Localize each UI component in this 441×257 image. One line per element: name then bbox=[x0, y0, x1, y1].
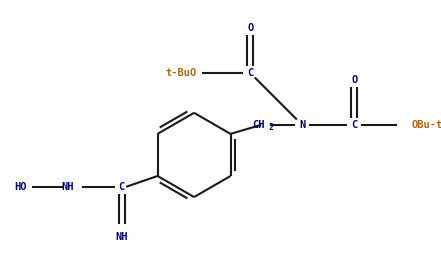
Text: NH: NH bbox=[62, 182, 74, 192]
Text: NH: NH bbox=[116, 232, 128, 242]
Text: C: C bbox=[119, 182, 125, 192]
Text: OBu-t: OBu-t bbox=[411, 120, 441, 130]
Text: 2: 2 bbox=[268, 123, 273, 132]
Text: C: C bbox=[247, 68, 254, 78]
Text: O: O bbox=[351, 75, 357, 85]
Text: CH: CH bbox=[252, 120, 265, 130]
Text: O: O bbox=[247, 23, 254, 33]
Text: t-BuO: t-BuO bbox=[165, 68, 197, 78]
Text: N: N bbox=[299, 120, 305, 130]
Text: C: C bbox=[351, 120, 357, 130]
Text: HO: HO bbox=[14, 182, 27, 192]
